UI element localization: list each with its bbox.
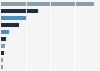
Bar [1, 44, 5, 48]
Bar [1, 58, 3, 62]
Bar [1, 2, 94, 6]
Bar [1, 65, 3, 69]
Bar [1, 30, 9, 34]
Bar [1, 16, 28, 20]
Bar [1, 37, 6, 41]
Bar [1, 9, 38, 13]
Bar [1, 51, 4, 55]
Bar [1, 23, 19, 27]
